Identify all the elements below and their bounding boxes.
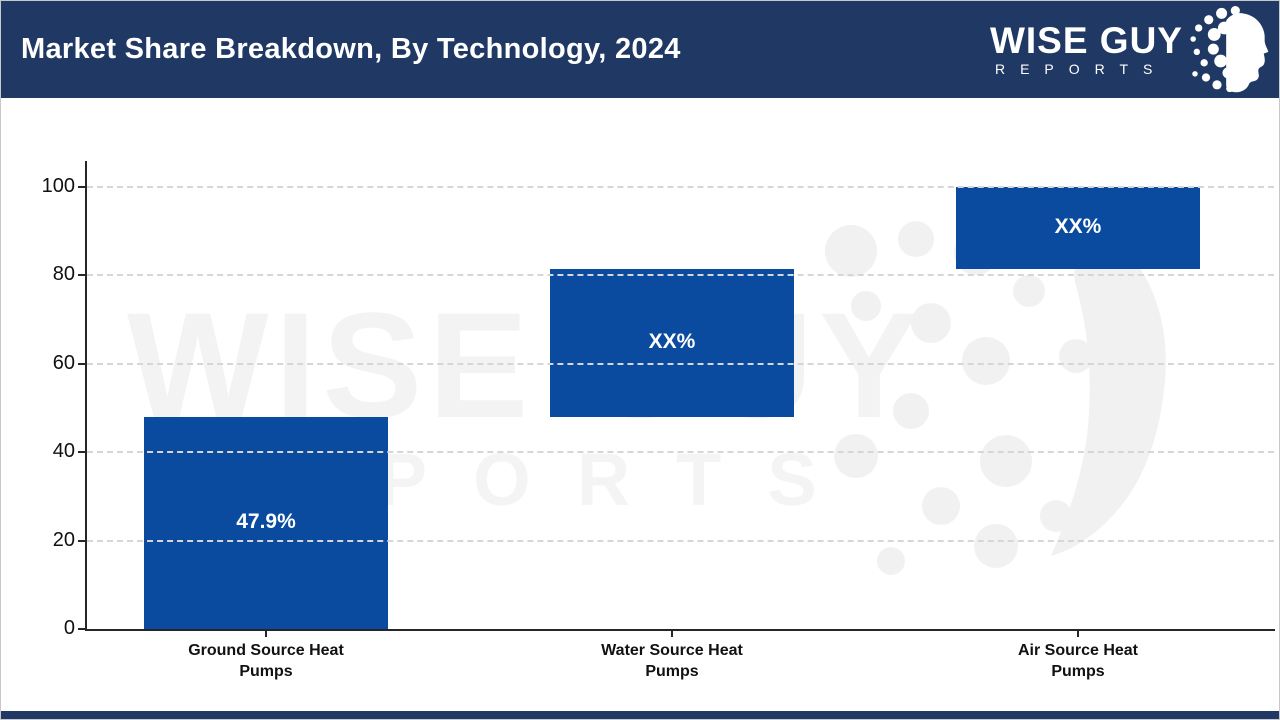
y-tick-mark bbox=[78, 186, 86, 188]
logo-wiseguy-label: WISE GUY bbox=[989, 20, 1183, 61]
y-tick-label: 40 bbox=[52, 440, 75, 463]
x-axis-line bbox=[85, 629, 1275, 631]
bar bbox=[550, 269, 794, 418]
gridline bbox=[87, 539, 1274, 542]
logo-text: WISE GUY REPORTS bbox=[990, 22, 1183, 78]
chart-title: Market Share Breakdown, By Technology, 2… bbox=[21, 33, 681, 65]
watermark-head-graphic bbox=[825, 221, 1166, 575]
header-bar: Market Share Breakdown, By Technology, 2… bbox=[1, 1, 1279, 98]
y-tick-mark bbox=[78, 274, 86, 277]
gridline bbox=[87, 186, 1274, 188]
y-tick-label: 60 bbox=[52, 351, 75, 374]
y-tick-mark bbox=[78, 362, 86, 365]
y-tick-label: 20 bbox=[52, 528, 75, 551]
x-category-label: Water Source Heat Pumps bbox=[601, 642, 743, 680]
footer-bar bbox=[1, 711, 1279, 719]
logo-head-icon bbox=[1190, 6, 1269, 93]
y-tick-mark bbox=[78, 539, 86, 542]
gridline bbox=[87, 362, 1274, 365]
y-axis-line bbox=[85, 161, 87, 631]
bar-value-label: XX% bbox=[648, 330, 696, 354]
x-tick-mark bbox=[265, 630, 267, 637]
bar-value-label: 47.9% bbox=[236, 510, 296, 534]
x-tick-mark bbox=[671, 630, 673, 637]
y-tick-label: 80 bbox=[52, 263, 75, 286]
x-tick-mark bbox=[1077, 630, 1079, 637]
logo-reports-label: REPORTS bbox=[994, 61, 1168, 77]
y-tick-label: 100 bbox=[41, 175, 75, 197]
gridline bbox=[87, 451, 1274, 454]
x-category-label: Air Source Heat Pumps bbox=[1017, 642, 1139, 680]
bar-value-label: XX% bbox=[1054, 215, 1102, 239]
y-tick-mark bbox=[78, 628, 86, 630]
x-category-label: Ground Source Heat Pumps bbox=[188, 642, 344, 680]
wiseguy-logo: WISE GUY REPORTS bbox=[990, 6, 1271, 93]
y-tick-mark bbox=[78, 451, 86, 454]
y-tick-label: 0 bbox=[63, 617, 75, 639]
gridline bbox=[87, 274, 1274, 277]
